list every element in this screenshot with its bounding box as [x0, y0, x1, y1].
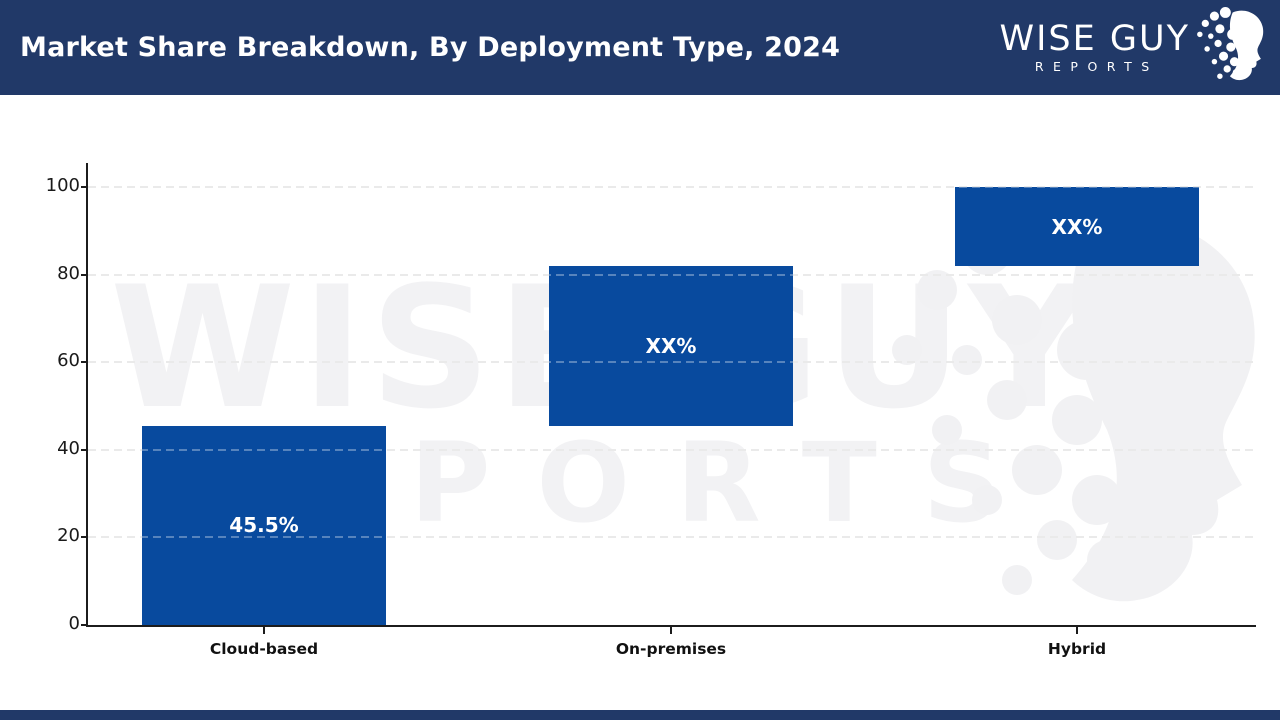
wise-guy-logo: WISE GUY REPORTS: [999, 6, 1266, 89]
y-axis-tickmark: [81, 273, 88, 276]
y-gridline: [88, 448, 1256, 451]
y-gridline: [88, 536, 1256, 539]
watermark-face-icon: [892, 200, 1255, 602]
waterfall-bar: [142, 425, 386, 625]
y-axis-tick-label: 100: [45, 175, 80, 196]
y-axis-tickmark: [81, 536, 88, 539]
y-axis-tick-label: 80: [57, 262, 80, 284]
logo-text: WISE GUY REPORTS: [999, 18, 1190, 74]
x-axis-tickmark: [1076, 627, 1078, 634]
bar-value-label: XX%: [1051, 214, 1103, 239]
y-gridline-overlay: [88, 273, 1256, 276]
waterfall-bar: [549, 266, 793, 426]
y-gridline-overlay: [88, 361, 1256, 364]
y-axis-line: [86, 163, 88, 627]
logo-subtitle: REPORTS: [1034, 58, 1159, 74]
footer-band: [0, 710, 1280, 720]
y-axis-tickmark: [81, 624, 88, 626]
logo-name: WISE GUY: [999, 18, 1190, 59]
y-gridline: [88, 186, 1256, 188]
x-axis-tickmark: [670, 627, 672, 634]
y-gridline-overlay: [88, 536, 1256, 539]
logo-face-icon: [1197, 6, 1264, 80]
header-band: Market Share Breakdown, By Deployment Ty…: [0, 0, 1280, 95]
x-axis-line: [86, 625, 1256, 627]
y-gridline-overlay: [88, 186, 1256, 188]
x-axis-category-label: Hybrid: [1047, 640, 1107, 658]
y-axis-tick-label: 40: [57, 437, 80, 459]
bar-value-label: XX%: [645, 333, 697, 358]
waterfall-bar: [955, 187, 1199, 267]
y-axis-tickmark: [81, 186, 88, 188]
bar-value-label: 45.5%: [229, 513, 299, 538]
y-axis-tick-label: 60: [57, 350, 80, 372]
x-axis-tickmark: [263, 627, 265, 634]
y-axis-tickmark: [81, 361, 88, 364]
y-axis-tick-label: 20: [57, 525, 80, 547]
x-axis-category-label: Cloud-based: [209, 640, 319, 658]
x-axis-category-label: On-premises: [615, 640, 727, 658]
page-title: Market Share Breakdown, By Deployment Ty…: [20, 32, 841, 63]
y-gridline-overlay: [88, 448, 1256, 451]
y-axis-tick-label: 0: [68, 613, 80, 634]
y-axis-tickmark: [81, 448, 88, 451]
